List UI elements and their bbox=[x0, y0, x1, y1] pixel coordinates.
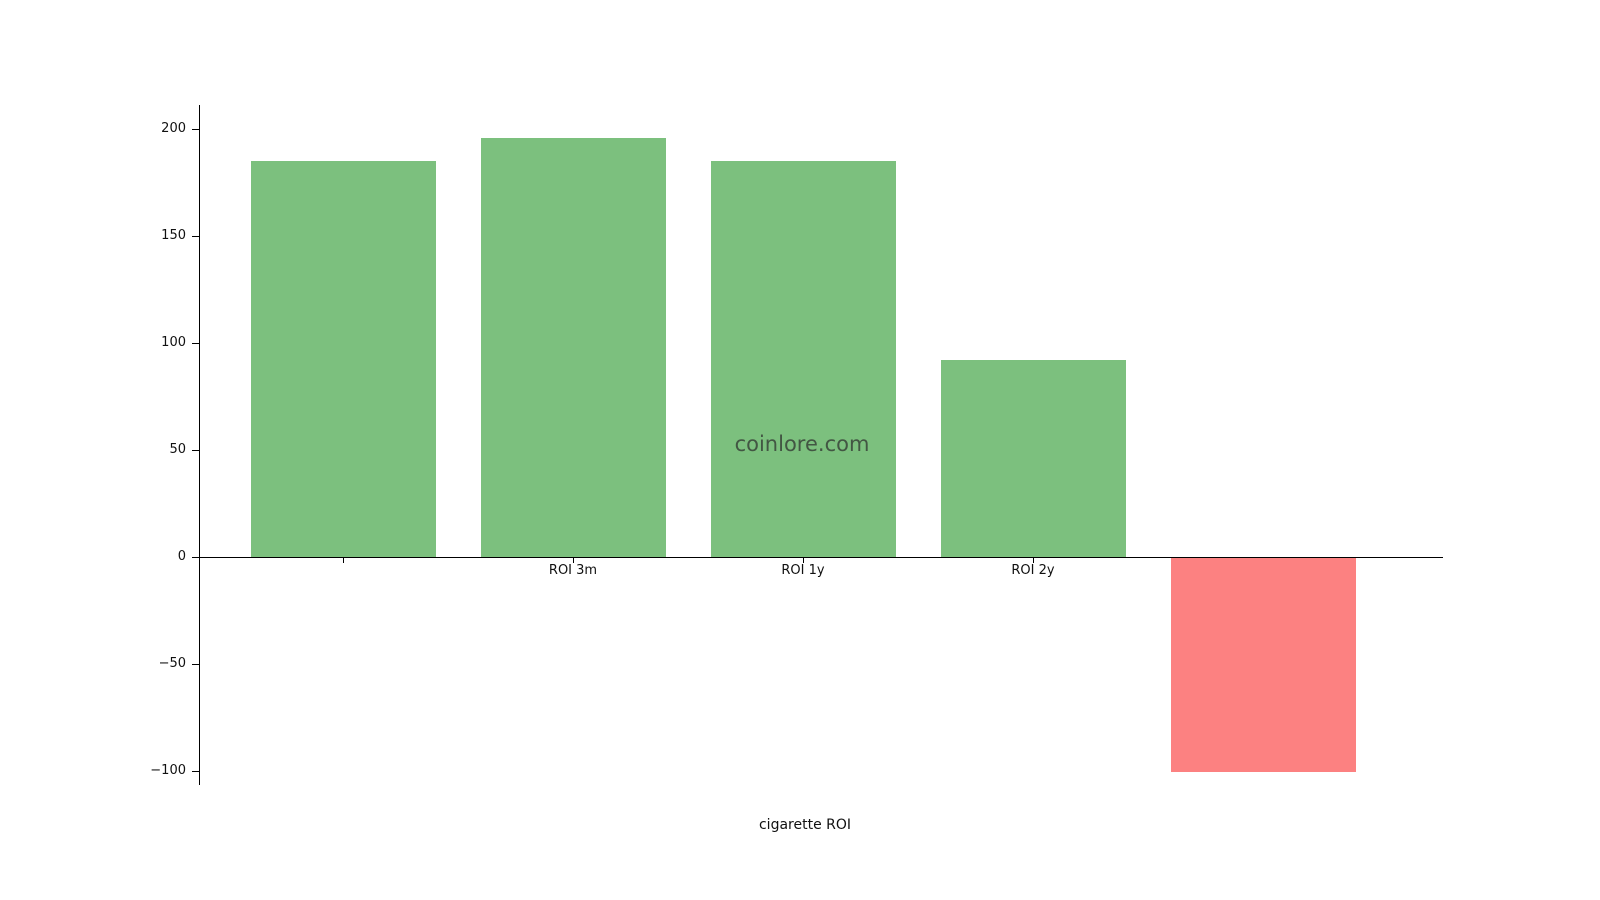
bar-5 bbox=[1170, 558, 1356, 772]
y-tick-mark bbox=[192, 450, 199, 451]
bar-1 bbox=[250, 161, 436, 557]
x-tick-mark bbox=[803, 557, 804, 563]
x-axis-title: cigarette ROI bbox=[758, 817, 852, 833]
y-tick-mark bbox=[192, 129, 199, 130]
watermark: coinlore.com bbox=[734, 432, 870, 456]
x-tick-mark bbox=[1033, 557, 1034, 563]
bar-roi-1y bbox=[710, 161, 896, 557]
y-tick-mark bbox=[192, 557, 199, 558]
y-tick-label: 100 bbox=[161, 335, 186, 350]
x-tick-label: ROI 3m bbox=[548, 563, 598, 578]
x-tick-label: ROI 2y bbox=[1011, 563, 1055, 578]
y-tick-mark bbox=[192, 771, 199, 772]
y-tick-mark bbox=[192, 236, 199, 237]
y-tick-label: −100 bbox=[150, 763, 186, 778]
y-axis-line bbox=[199, 105, 200, 785]
y-tick-label: 150 bbox=[161, 228, 186, 243]
y-tick-label: 200 bbox=[161, 121, 186, 136]
x-tick-mark bbox=[343, 557, 344, 563]
x-tick-label: ROI 1y bbox=[781, 563, 825, 578]
y-tick-label: 0 bbox=[177, 549, 186, 564]
y-tick-label: −50 bbox=[158, 656, 186, 671]
bar-roi-2y bbox=[940, 360, 1126, 557]
bar-roi-3m bbox=[480, 137, 666, 557]
x-axis-line bbox=[199, 557, 1443, 558]
y-tick-label: 50 bbox=[169, 442, 186, 457]
y-tick-mark bbox=[192, 343, 199, 344]
y-tick-mark bbox=[192, 664, 199, 665]
x-tick-mark bbox=[573, 557, 574, 563]
